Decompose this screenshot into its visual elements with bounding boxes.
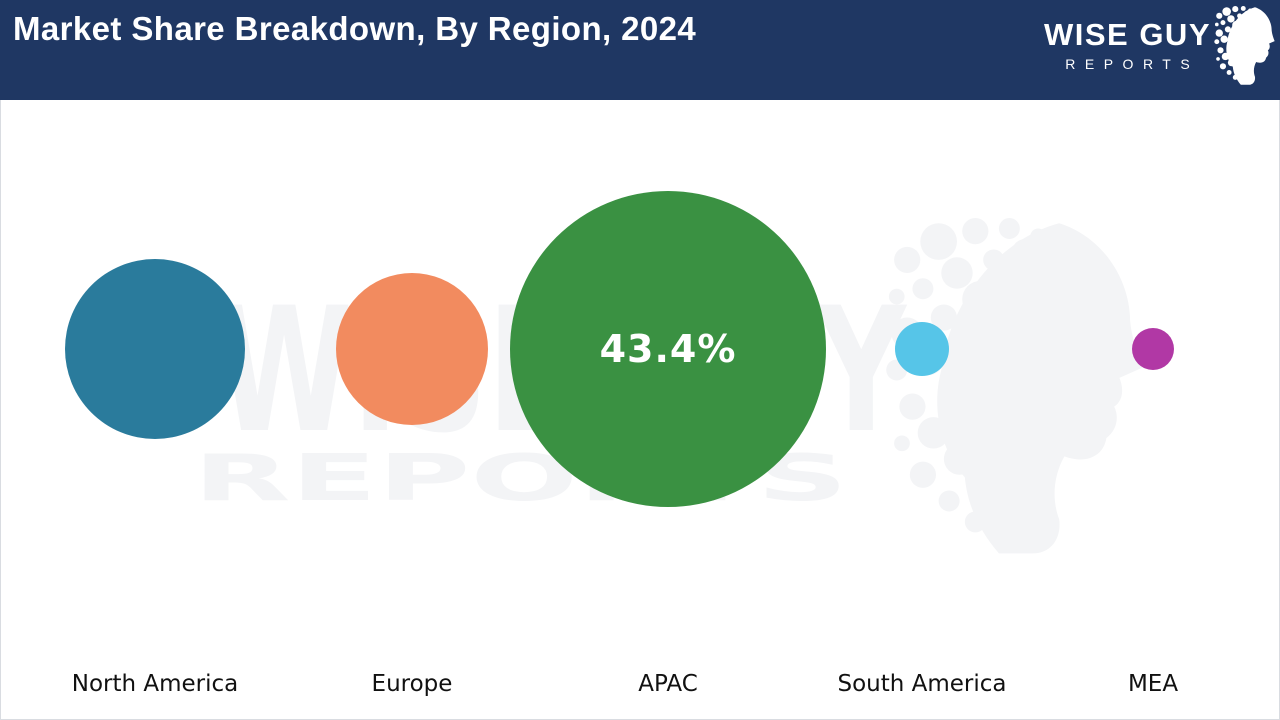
- bubble-europe: [336, 273, 488, 425]
- category-label-south-america: South America: [837, 671, 1007, 697]
- bubble-value-label: 43.4%: [599, 327, 737, 371]
- category-label-north-america: North America: [71, 671, 239, 697]
- page-title: Market Share Breakdown, By Region, 2024: [13, 10, 697, 47]
- category-label-europe: Europe: [371, 671, 453, 697]
- logo-wordmark: WISE GUY REPORTS: [1043, 17, 1211, 72]
- brand-logo: WISE GUY REPORTS: [1044, 6, 1276, 86]
- bubble-north-america: [65, 259, 245, 439]
- bubble-layer: 43.4%: [1, 100, 1279, 719]
- bubble-mea: [1132, 328, 1174, 370]
- bubble-chart: WISE GUY REPORTS 43.4% North AmericaEuro…: [0, 100, 1280, 720]
- bubble-apac: 43.4%: [510, 191, 826, 507]
- category-label-row: North America Europe APAC South America MEA: [1, 100, 1279, 719]
- bubble-south-america: [895, 322, 949, 376]
- header: Market Share Breakdown, By Region, 2024 …: [0, 0, 1280, 100]
- wise-guy-head-icon: [1214, 6, 1275, 85]
- category-label-mea: MEA: [1127, 671, 1179, 697]
- logo-wordmark-line1: WISE GUY: [1043, 17, 1211, 52]
- category-label-apac: APAC: [638, 671, 698, 697]
- logo-wordmark-line2: REPORTS: [1065, 55, 1200, 72]
